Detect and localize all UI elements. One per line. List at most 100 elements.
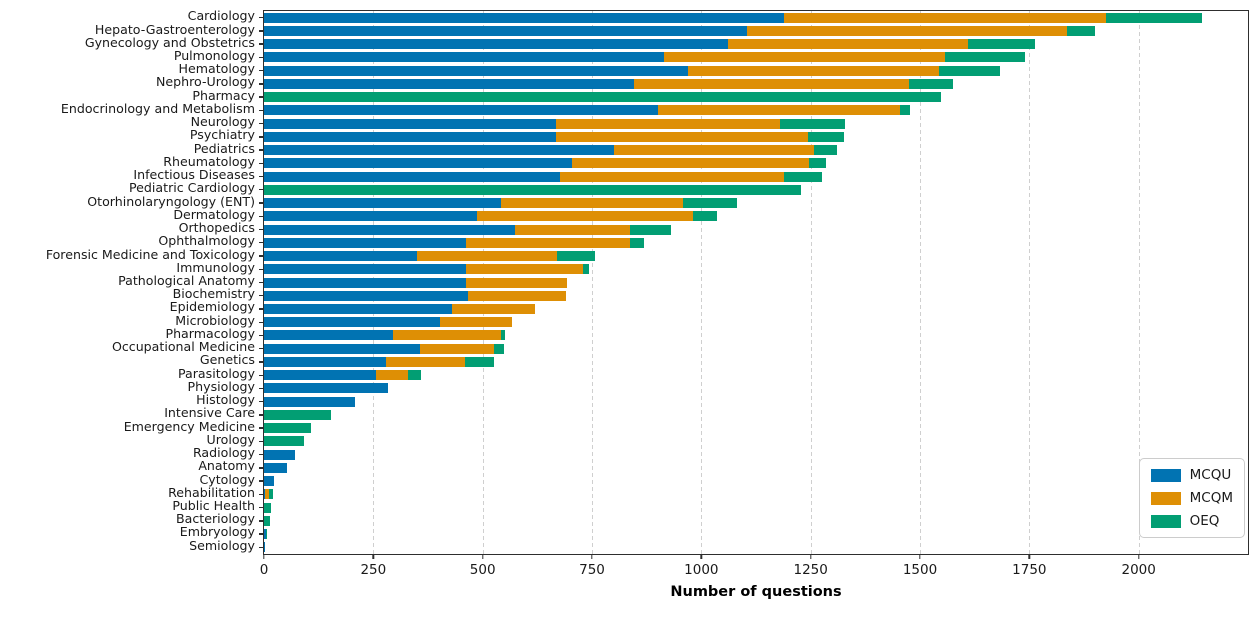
bar-segment-oeq (557, 251, 596, 261)
bar-segment-mcqu (264, 39, 728, 50)
bar-row (264, 502, 1248, 513)
x-tick-label: 250 (360, 562, 387, 578)
y-tick-label: Pharmacology (165, 325, 255, 341)
x-tick-mark (809, 554, 812, 559)
y-tick-mark (259, 480, 264, 482)
bar-row (264, 39, 1248, 50)
bar-segment-mcqu (264, 65, 689, 76)
y-tick-mark (259, 242, 264, 244)
x-tick-label: 1500 (902, 562, 938, 578)
y-tick-mark (259, 533, 264, 535)
bar-segment-oeq (264, 423, 312, 434)
y-tick-mark (259, 109, 264, 112)
y-tick-mark (259, 374, 264, 376)
legend-entry-mcqu: MCQU (1150, 467, 1233, 483)
bar-segment-mcqm (452, 303, 535, 314)
bar-segment-mcqu (264, 105, 658, 116)
bar-row (264, 25, 1248, 36)
y-tick-label: Dermatology (173, 206, 255, 222)
x-tick-mark (263, 554, 265, 559)
y-tick-mark (259, 255, 264, 257)
y-tick-label: Infectious Diseases (133, 167, 255, 183)
bar-segment-mcqm (633, 78, 910, 89)
bar-segment-mcqu (264, 224, 516, 235)
bar-row (264, 449, 1248, 460)
bar-segment-mcqu (264, 251, 417, 261)
bar-segment-mcqu (264, 356, 386, 367)
bar-row (264, 317, 1248, 328)
bar-segment-mcqu (264, 277, 466, 288)
bar-segment-mcqu (264, 158, 572, 169)
y-tick-label: Hematology (178, 61, 256, 77)
y-tick-mark (259, 400, 264, 403)
x-tick-label: 0 (259, 562, 269, 578)
bar-row (264, 52, 1248, 63)
y-tick-label: Rehabilitation (168, 484, 255, 500)
bar-segment-oeq (264, 502, 272, 513)
bar-row (264, 303, 1248, 314)
bar-segment-mcqu (264, 145, 614, 156)
y-tick-label: Cardiology (187, 8, 255, 24)
y-tick-mark (259, 546, 264, 549)
y-tick-mark (259, 69, 264, 72)
bar-segment-mcqu (264, 370, 377, 381)
bar-row (264, 224, 1248, 235)
bar-row (264, 515, 1248, 526)
bar-row (264, 290, 1248, 301)
y-tick-label: Urology (206, 431, 255, 447)
bar-segment-mcqm (264, 489, 270, 500)
legend-entry-mcqm: MCQM (1150, 490, 1233, 506)
bar-segment-oeq (899, 105, 910, 116)
bar-segment-mcqm (465, 264, 583, 275)
y-tick-label: Immunology (176, 259, 255, 275)
y-tick-mark (259, 122, 264, 125)
bar-segment-mcqm (688, 65, 939, 76)
bar-segment-mcqu (264, 198, 502, 209)
x-tick-mark (1028, 554, 1031, 559)
y-tick-mark (259, 202, 264, 204)
bar-segment-mcqu (264, 118, 556, 129)
y-tick-label: Physiology (187, 378, 255, 394)
bar-segment-mcqm (515, 224, 631, 235)
bar-segment-oeq (494, 343, 504, 354)
bar-segment-mcqm (465, 277, 568, 288)
bar-segment-oeq (1066, 25, 1095, 36)
bar-row (264, 409, 1248, 420)
y-tick-label: Semiology (189, 537, 255, 553)
y-tick-mark (259, 467, 264, 469)
bar-row (264, 92, 1248, 103)
y-tick-label: Endocrinology and Metabolism (60, 100, 255, 116)
bar-row (264, 198, 1248, 209)
bar-segment-mcqu (264, 78, 634, 89)
bar-segment-mcqm (467, 290, 567, 301)
y-tick-mark (259, 83, 264, 85)
bar-segment-oeq (809, 158, 826, 169)
bar-segment-mcqu (264, 131, 556, 142)
bar-segment-mcqu (264, 396, 355, 407)
bar-segment-mcqu (264, 489, 265, 500)
bar-segment-oeq (1105, 12, 1203, 23)
y-tick-label: Hepato-Gastroenterology (94, 21, 255, 37)
bar-segment-mcqu (264, 171, 560, 182)
bar-row (264, 529, 1248, 540)
bar-row (264, 171, 1248, 182)
bar-row (264, 264, 1248, 275)
y-tick-mark (259, 16, 264, 19)
y-tick-mark (259, 43, 264, 45)
y-tick-label: Parasitology (178, 365, 255, 381)
bar-segment-oeq (813, 145, 837, 156)
y-tick-label: Pediatric Cardiology (129, 180, 255, 196)
y-tick-label: Intensive Care (164, 405, 255, 421)
bar-segment-mcqm (727, 39, 969, 50)
y-tick-label: Pulmonology (173, 48, 255, 64)
bar-segment-oeq (807, 131, 844, 142)
bar-segment-mcqm (664, 52, 945, 63)
y-tick-label: Bacteriology (176, 511, 255, 527)
bar-segment-mcqm (465, 237, 631, 248)
y-tick-mark (259, 334, 264, 337)
bar-segment-oeq (264, 184, 801, 195)
y-tick-label: Biochemistry (172, 286, 255, 302)
bar-segment-oeq (784, 171, 823, 182)
bar-segment-oeq (264, 436, 305, 447)
bar-segment-mcqm (393, 330, 501, 341)
